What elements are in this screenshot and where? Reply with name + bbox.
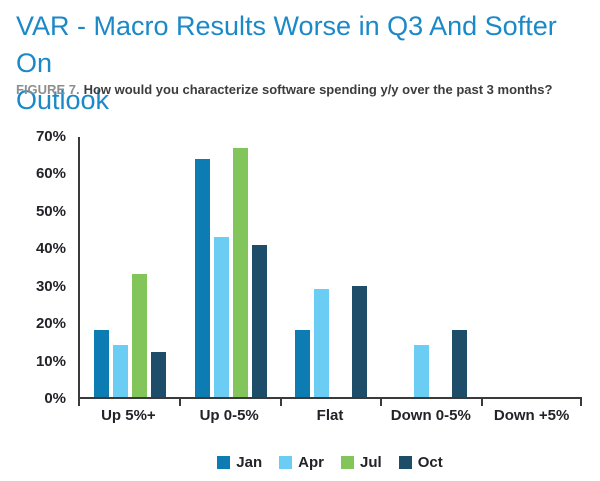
x-axis-tick	[178, 399, 181, 406]
x-axis-tick	[380, 399, 383, 406]
x-axis-labels: Up 5%+ Up 0-5% Flat Down 0-5% Down +5%	[78, 407, 582, 424]
y-tick-label: 50%	[35, 202, 66, 220]
figure-label: FIGURE 7.	[16, 82, 80, 97]
plot-area	[78, 137, 582, 399]
legend-item-jan: Jan	[217, 454, 262, 471]
y-tick-label: 20%	[35, 315, 66, 333]
bar-apr	[414, 345, 430, 397]
legend-label: Jul	[360, 454, 382, 471]
page-title-line-1: VAR - Macro Results Worse in Q3 And Soft…	[16, 11, 557, 78]
bar-apr	[213, 237, 229, 397]
y-tick-label: 10%	[35, 352, 66, 370]
legend-swatch	[217, 456, 231, 469]
x-category-label: Down +5%	[493, 407, 570, 424]
y-tick-label: 30%	[35, 277, 66, 295]
legend-label: Oct	[417, 454, 443, 471]
legend-item-jul: Jul	[341, 454, 382, 471]
bar-oct	[151, 352, 167, 397]
x-category-label: Up 0-5%	[199, 407, 259, 424]
chart-legend: Jan Apr Jul Oct	[78, 454, 582, 471]
page-title-line-2: Outlook	[16, 85, 110, 115]
bar-jul	[132, 274, 148, 397]
legend-swatch	[279, 456, 293, 469]
y-tick-label: 40%	[35, 240, 66, 258]
y-tick-label: 0%	[44, 390, 66, 407]
figure-caption: FIGURE 7. How would you characterize soft…	[16, 82, 591, 97]
legend-swatch	[341, 456, 354, 469]
x-category-label: Up 5%+	[101, 407, 156, 424]
x-axis-tick	[78, 399, 80, 406]
x-category-label: Flat	[316, 407, 344, 424]
bar-oct	[452, 330, 468, 397]
bar-group	[281, 137, 381, 397]
bar-apr	[314, 289, 330, 397]
legend-item-oct: Oct	[398, 454, 443, 471]
bar-group	[80, 137, 180, 397]
bar-group	[180, 137, 280, 397]
legend-swatch	[398, 456, 412, 469]
bar-jul	[232, 148, 248, 397]
legend-item-apr: Apr	[279, 454, 324, 471]
bar-group	[381, 137, 481, 397]
page-title: VAR - Macro Results Worse in Q3 And Soft…	[16, 8, 584, 119]
y-axis: 0% 10% 20% 30% 40% 50% 60% 70%	[0, 128, 70, 407]
x-category-label: Down 0-5%	[390, 407, 471, 424]
figure-question: How would you characterize software spen…	[83, 82, 553, 97]
bar-group	[482, 137, 582, 397]
x-axis-tick	[481, 399, 484, 406]
bar-jan	[295, 330, 311, 397]
bar-jan	[94, 330, 110, 397]
bar-jan	[194, 159, 210, 397]
bar-apr	[113, 345, 129, 397]
legend-label: Jan	[236, 454, 263, 471]
x-axis-tick	[279, 399, 282, 406]
x-axis-ticks	[78, 399, 582, 407]
bar-oct	[251, 244, 267, 397]
bar-oct	[352, 285, 368, 397]
y-tick-label: 60%	[35, 165, 66, 183]
legend-label: Apr	[298, 454, 324, 471]
y-tick-label: 70%	[35, 128, 66, 145]
x-axis-tick	[580, 399, 582, 406]
